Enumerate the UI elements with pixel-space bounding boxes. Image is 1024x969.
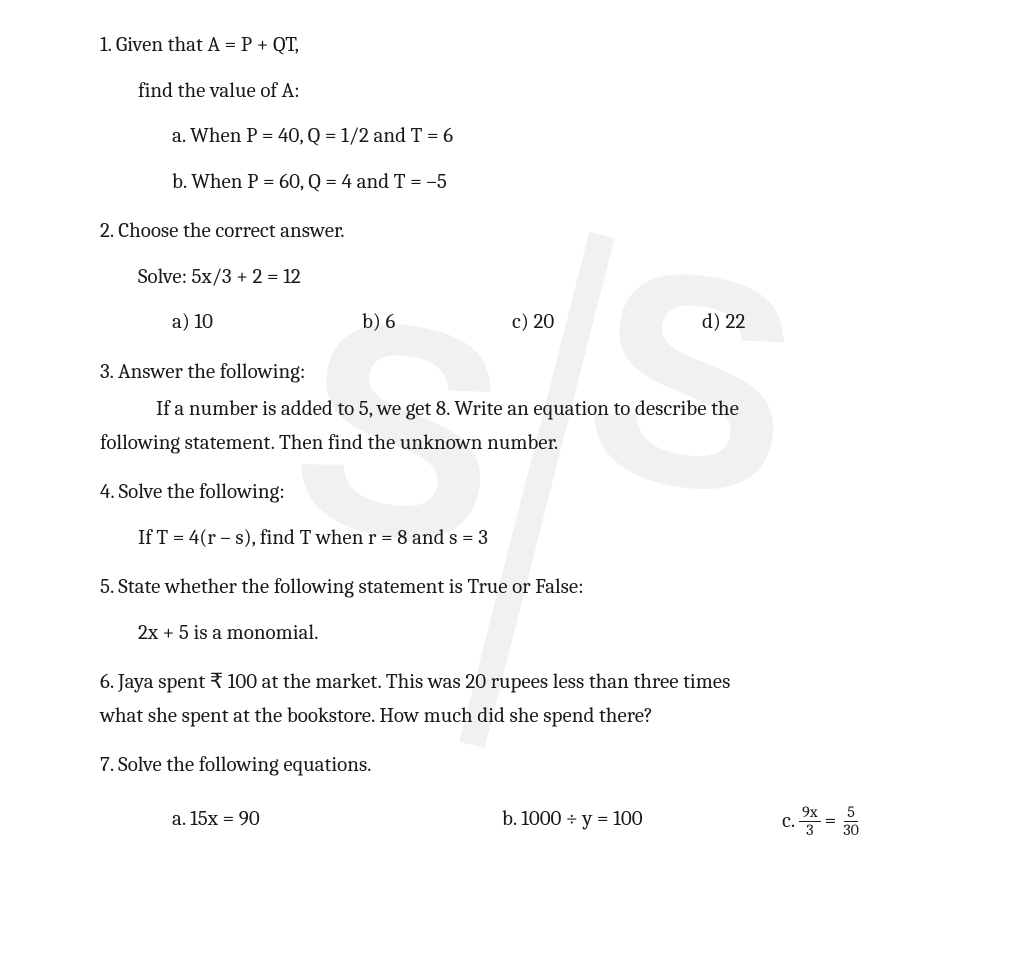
q5-body: 2x + 5 is a monomial. bbox=[100, 618, 924, 650]
q1-sub: find the value of A: bbox=[100, 76, 924, 108]
q7-c-prefix: c. bbox=[782, 806, 795, 838]
q1-prompt: 1. Given that A = P + QT, bbox=[100, 30, 924, 62]
question-7: 7. Solve the following equations. a. 15x… bbox=[100, 750, 924, 840]
q5-prompt: 5. State whether the following statement… bbox=[100, 572, 924, 604]
q7-c-frac2: 5 30 bbox=[840, 804, 862, 840]
question-1: 1. Given that A = P + QT, find the value… bbox=[100, 30, 924, 198]
q7-c-frac1-den: 3 bbox=[803, 822, 816, 840]
q2-opt-b: b) 6 bbox=[362, 307, 512, 339]
q6-line1: 6. Jaya spent ₹ 100 at the market. This … bbox=[100, 667, 924, 699]
q7-c-frac1-num: 9x bbox=[799, 804, 820, 823]
q7-eq-a: a. 15x = 90 bbox=[172, 804, 502, 840]
question-3: 3. Answer the following: If a number is … bbox=[100, 357, 924, 460]
q7-equations: a. 15x = 90 b. 1000 ÷ y = 100 c. 9x 3 = … bbox=[100, 804, 924, 840]
question-6: 6. Jaya spent ₹ 100 at the market. This … bbox=[100, 667, 924, 732]
q7-prompt: 7. Solve the following equations. bbox=[100, 750, 924, 782]
q3-body-line1: If a number is added to 5, we get 8. Wri… bbox=[100, 394, 924, 426]
q1-option-a: a. When P = 40, Q = 1/2 and T = 6 bbox=[100, 121, 924, 153]
q2-prompt: 2. Choose the correct answer. bbox=[100, 216, 924, 248]
question-4: 4. Solve the following: If T = 4(r – s),… bbox=[100, 477, 924, 554]
question-5: 5. State whether the following statement… bbox=[100, 572, 924, 649]
q7-eq-c: c. 9x 3 = 5 30 bbox=[782, 804, 862, 840]
q3-prompt: 3. Answer the following: bbox=[100, 357, 924, 389]
q6-line2: what she spent at the bookstore. How muc… bbox=[100, 701, 924, 733]
q3-body-line2: following statement. Then find the unkno… bbox=[100, 428, 924, 460]
q7-c-frac2-num: 5 bbox=[844, 804, 858, 823]
q7-eq-b: b. 1000 ÷ y = 100 bbox=[502, 804, 782, 840]
q2-opt-c: c) 20 bbox=[512, 307, 702, 339]
q2-options: a) 10 b) 6 c) 20 d) 22 bbox=[100, 307, 924, 339]
q7-c-frac1: 9x 3 bbox=[799, 804, 820, 840]
q2-opt-a: a) 10 bbox=[172, 307, 362, 339]
question-2: 2. Choose the correct answer. Solve: 5x/… bbox=[100, 216, 924, 339]
q1-option-b: b. When P = 60, Q = 4 and T = –5 bbox=[100, 167, 924, 199]
q4-body: If T = 4(r – s), find T when r = 8 and s… bbox=[100, 523, 924, 555]
q4-prompt: 4. Solve the following: bbox=[100, 477, 924, 509]
q2-opt-d: d) 22 bbox=[702, 307, 745, 339]
q7-c-eq: = bbox=[825, 806, 837, 838]
q2-solve: Solve: 5x/3 + 2 = 12 bbox=[100, 262, 924, 294]
q7-c-frac2-den: 30 bbox=[840, 822, 862, 840]
worksheet-content: 1. Given that A = P + QT, find the value… bbox=[100, 30, 924, 840]
